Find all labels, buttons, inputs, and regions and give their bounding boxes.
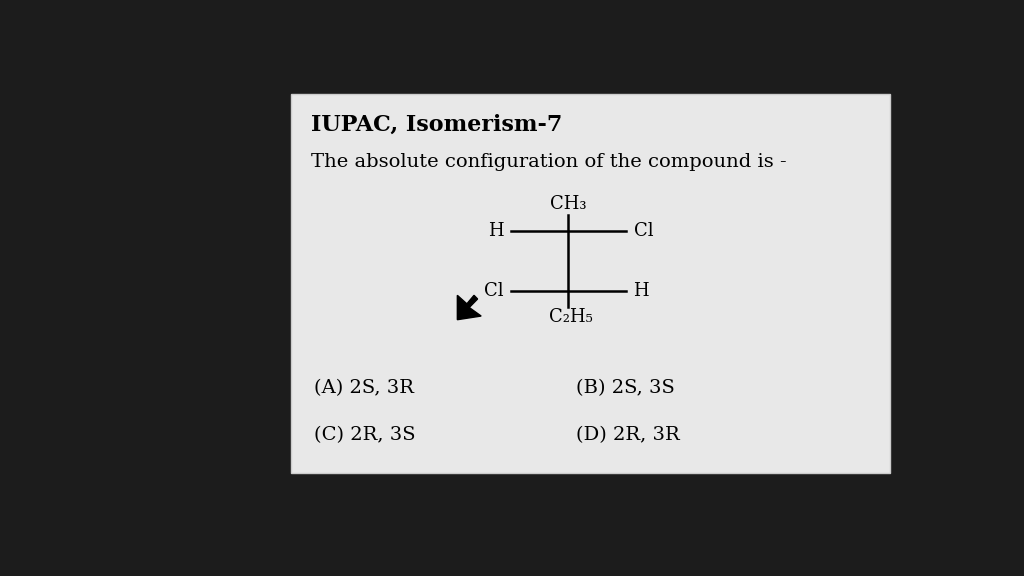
Text: The absolute configuration of the compound is -: The absolute configuration of the compou… (310, 153, 786, 171)
Text: (A) 2S, 3R: (A) 2S, 3R (314, 380, 415, 397)
Text: IUPAC, Isomerism-7: IUPAC, Isomerism-7 (310, 113, 562, 135)
Text: (B) 2S, 3S: (B) 2S, 3S (577, 380, 675, 397)
Text: (D) 2R, 3R: (D) 2R, 3R (577, 426, 680, 444)
Text: CH₃: CH₃ (550, 195, 587, 214)
Text: H: H (634, 282, 649, 300)
Text: H: H (487, 222, 504, 240)
Polygon shape (458, 295, 481, 320)
Text: C₂H₅: C₂H₅ (549, 308, 593, 327)
Text: (C) 2R, 3S: (C) 2R, 3S (314, 426, 416, 444)
Text: Cl: Cl (634, 222, 653, 240)
Text: Cl: Cl (483, 282, 504, 300)
FancyBboxPatch shape (291, 93, 890, 473)
